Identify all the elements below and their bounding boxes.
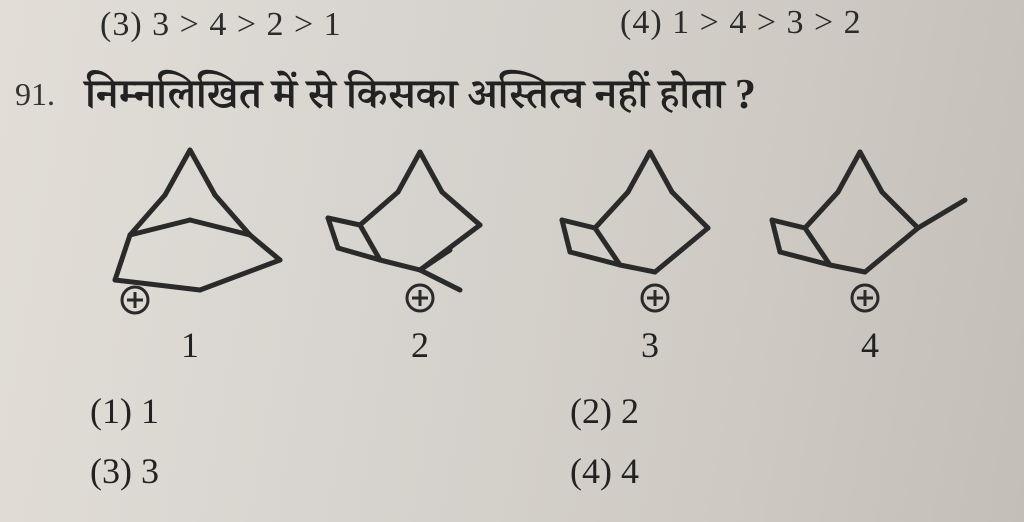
structure-4: 4 (760, 140, 980, 366)
answer-options: (1) 1 (2) 2 (3) 3 (4) 4 (90, 390, 990, 510)
cation-symbol-3 (642, 285, 668, 311)
structure-4-svg (760, 140, 980, 320)
answer-option-2: (2) 2 (570, 390, 639, 432)
structure-3-svg (550, 140, 750, 320)
question-number: 91. (15, 76, 55, 113)
structure-2-svg (320, 140, 520, 320)
structure-1: 1 (80, 140, 300, 366)
structure-1-label: 1 (80, 324, 300, 366)
answer-option-4: (4) 4 (570, 450, 639, 492)
prev-question-options-row: (3) 3 > 4 > 2 > 1 (4) 1 > 4 > 3 > 2 (0, 6, 1024, 56)
structure-1-svg (80, 140, 300, 320)
question-text: निम्नलिखित में से किसका अस्तित्व नहीं हो… (85, 70, 756, 135)
structures-row: 1 (80, 140, 980, 370)
prev-option-4: (4) 1 > 4 > 3 > 2 (620, 4, 862, 42)
structure-2: 2 (320, 140, 520, 366)
structure-3-label: 3 (550, 324, 750, 366)
structure-2-label: 2 (320, 324, 520, 366)
structure-3: 3 (550, 140, 750, 366)
cation-symbol-4 (852, 285, 878, 311)
cation-symbol-1 (122, 287, 148, 313)
answer-option-1: (1) 1 (90, 390, 159, 432)
answer-option-3: (3) 3 (90, 450, 159, 492)
cation-symbol-2 (407, 285, 433, 311)
question-row: 91. निम्नलिखित में से किसका अस्तित्व नही… (15, 70, 1015, 130)
structure-4-label: 4 (760, 324, 980, 366)
page: (3) 3 > 4 > 2 > 1 (4) 1 > 4 > 3 > 2 91. … (0, 0, 1024, 522)
prev-option-3: (3) 3 > 4 > 2 > 1 (100, 6, 342, 44)
